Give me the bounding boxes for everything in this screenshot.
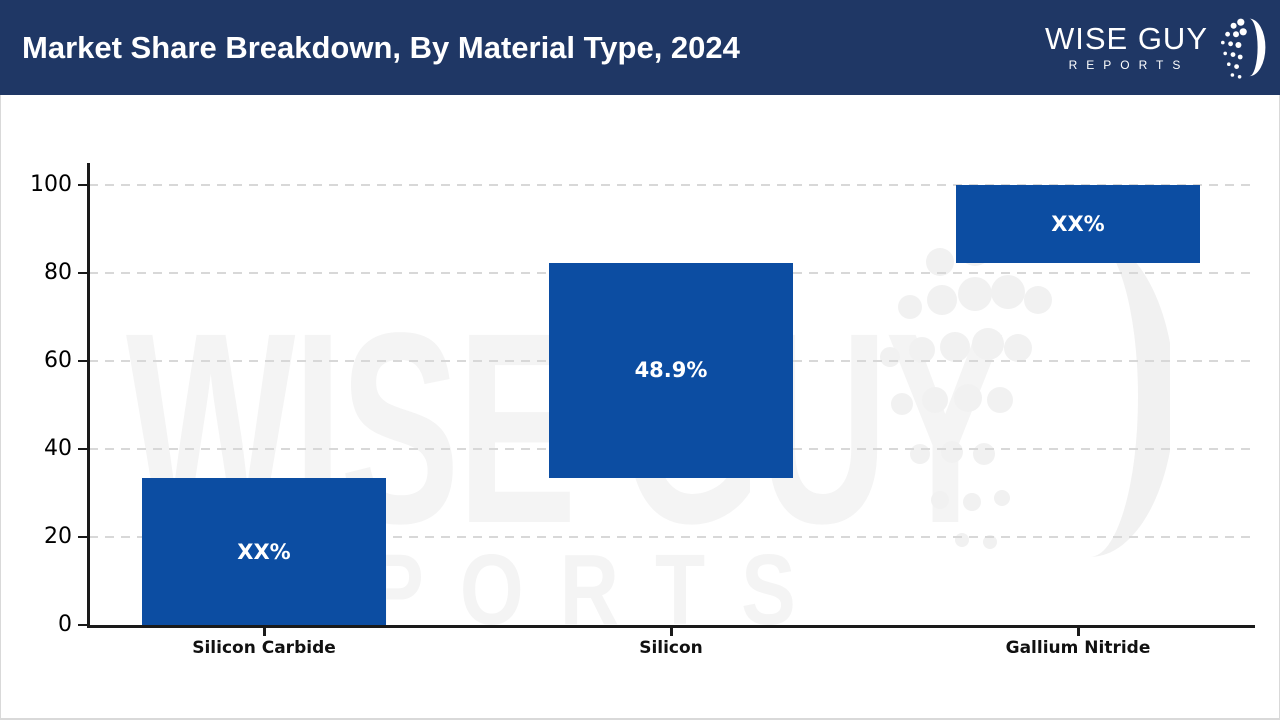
x-category-label: Gallium Nitride: [1005, 638, 1151, 658]
bar-silicon: 48.9%: [549, 262, 793, 479]
y-tick-label: 80: [44, 260, 72, 285]
logo-wordmark: WISE GUY REPORTS: [1045, 23, 1208, 72]
bar-value-label: 48.9%: [634, 358, 708, 383]
bar-value-label: XX%: [1051, 211, 1105, 236]
gridline: [89, 536, 1253, 538]
gridline: [89, 184, 1253, 186]
x-axis-line: [87, 625, 1255, 628]
y-tick-mark: [78, 360, 88, 362]
x-tick-mark: [262, 628, 266, 636]
y-tick-label: 40: [44, 436, 72, 461]
y-tick-mark: [78, 536, 88, 538]
watermark-head-icon: [880, 227, 1170, 557]
header-bar: Market Share Breakdown, By Material Type…: [0, 0, 1280, 95]
bar-gallium-nitride: XX%: [956, 185, 1200, 263]
y-tick-label: 20: [44, 524, 72, 549]
logo-head-icon: [1221, 18, 1266, 79]
x-tick-mark: [1076, 628, 1080, 636]
chart-title: Market Share Breakdown, By Material Type…: [22, 30, 740, 65]
y-tick-mark: [78, 272, 88, 274]
logo-name: WISE GUY: [1044, 21, 1208, 56]
x-category-label: Silicon: [639, 638, 703, 658]
bar-value-label: XX%: [237, 539, 291, 564]
brand-logo: WISE GUY REPORTS: [1045, 0, 1266, 95]
y-tick-mark: [78, 448, 88, 450]
logo-subtext: REPORTS: [1068, 58, 1190, 72]
y-tick-mark: [78, 624, 88, 626]
bar-silicon-carbide: XX%: [142, 478, 386, 625]
x-category-label: Silicon Carbide: [192, 638, 336, 658]
y-axis-line: [87, 163, 90, 628]
x-tick-mark: [669, 628, 673, 636]
y-tick-label: 60: [44, 348, 72, 373]
y-tick-label: 100: [30, 172, 72, 197]
y-tick-label: 0: [58, 612, 72, 637]
y-tick-mark: [78, 184, 88, 186]
